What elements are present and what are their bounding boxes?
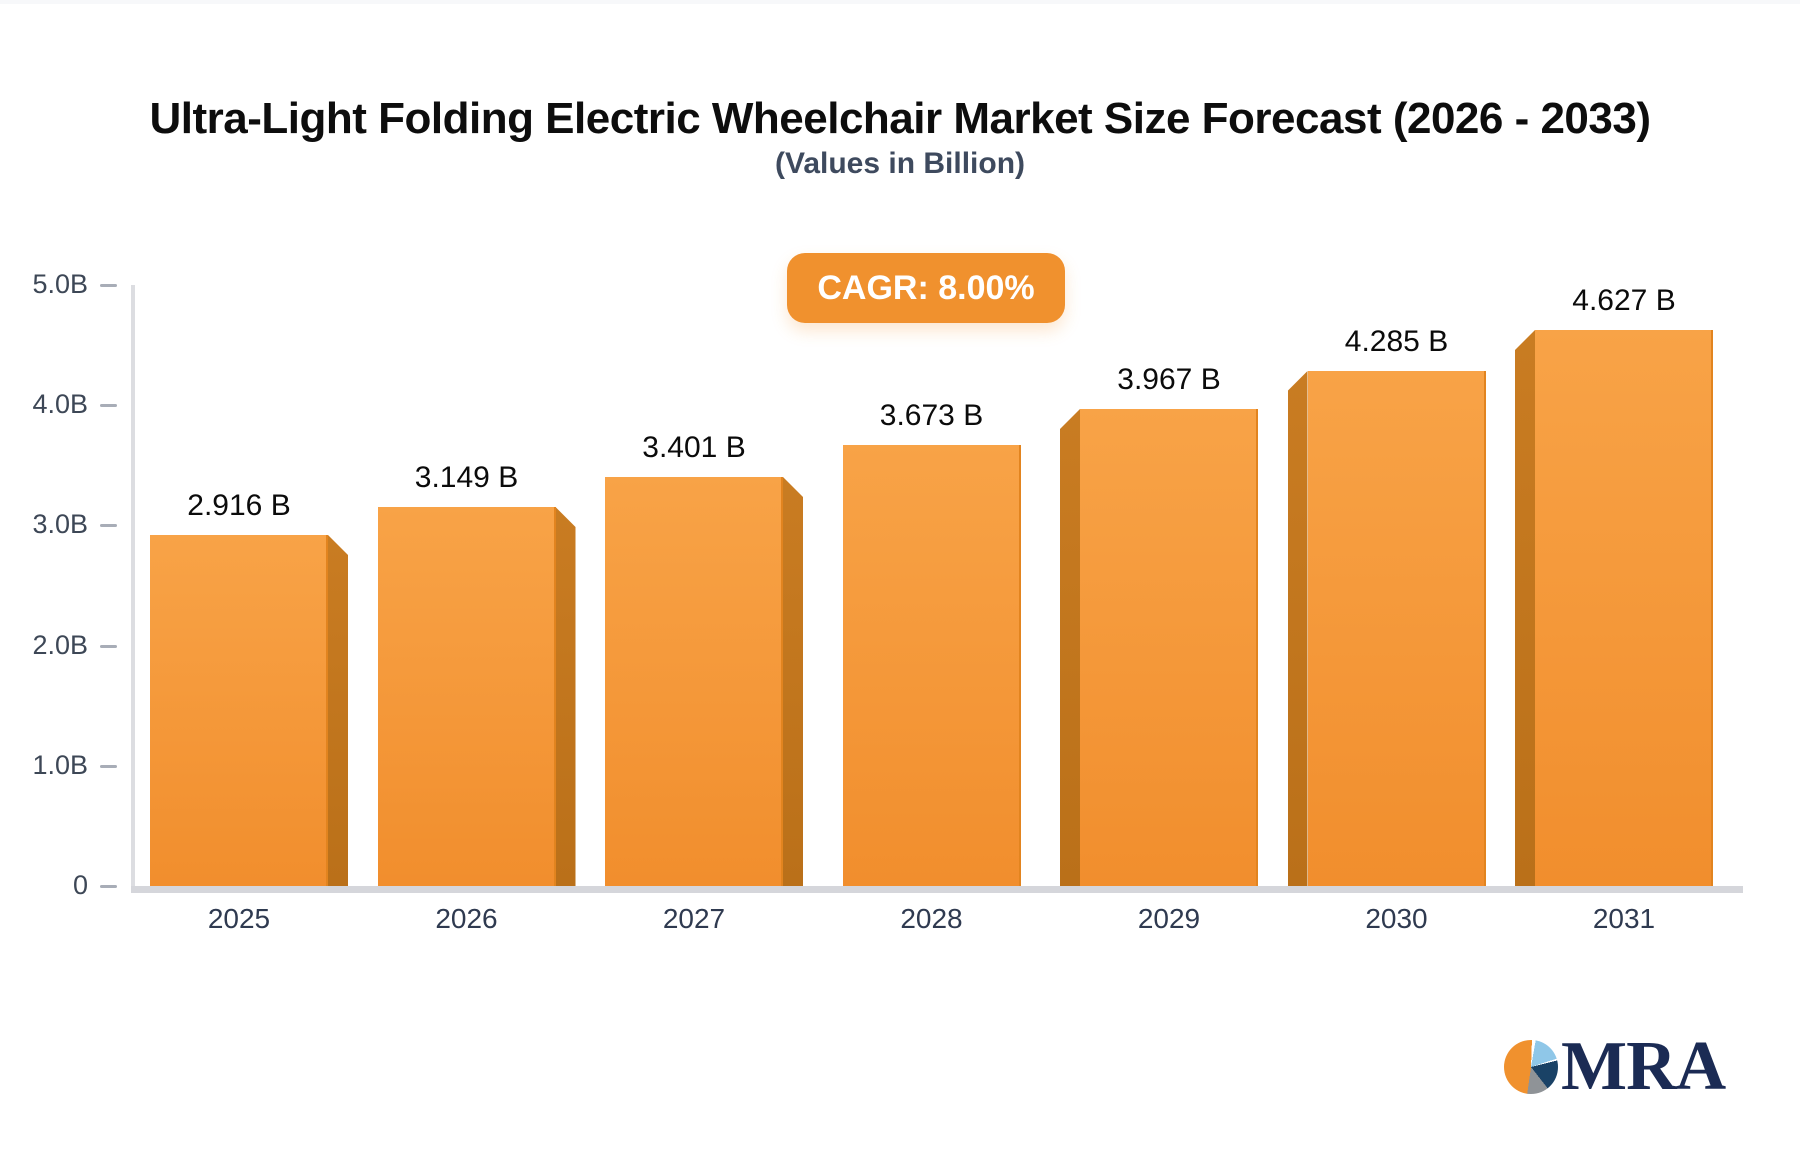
logo-text: MRA (1561, 1028, 1726, 1105)
y-axis-tick-label: 2.0B (32, 629, 88, 660)
y-axis-tick-label: 3.0B (32, 509, 88, 540)
x-axis-label: 2031 (1592, 903, 1656, 934)
bar-value-label: 3.149 B (414, 461, 519, 494)
bar-2031 (1535, 330, 1713, 886)
top-edge-strip (0, 0, 1800, 4)
bar-2025 (150, 535, 328, 886)
y-axis-tick (100, 404, 117, 408)
chart-title: Ultra-Light Folding Electric Wheelchair … (149, 94, 1651, 143)
bar-value-label: 3.967 B (1117, 363, 1221, 396)
x-axis-label: 2027 (662, 903, 726, 934)
y-axis-tick (100, 764, 117, 768)
mra-logo: MRA (1504, 1028, 1726, 1105)
chart-subtitle: (Values in Billion) (774, 147, 1026, 180)
bar-value-label: 4.285 B (1344, 325, 1449, 358)
bar-value-label: 4.627 B (1572, 284, 1676, 317)
bar-value-label: 3.673 B (879, 399, 984, 432)
x-axis-label: 2026 (435, 903, 498, 934)
bar-side-face (783, 477, 803, 886)
bar-side-face (1287, 371, 1308, 886)
bar-2029 (1080, 409, 1258, 886)
x-axis-label: 2030 (1365, 903, 1428, 934)
y-axis-tick (100, 284, 117, 287)
cagr-badge: CAGR: 8.00% (787, 253, 1065, 323)
bar-2028 (842, 445, 1021, 886)
bar-value-label: 2.916 B (187, 489, 291, 522)
bar-side-face (1060, 409, 1080, 886)
x-axis-label: 2029 (1137, 903, 1201, 934)
bar-2030 (1307, 371, 1486, 886)
x-axis-label: 2028 (900, 903, 963, 934)
y-axis-line (131, 285, 135, 886)
x-axis-label: 2025 (207, 903, 271, 934)
bar-side-face (328, 535, 348, 886)
y-axis-tick-label: 0 (72, 870, 88, 900)
y-axis-tick (100, 644, 117, 648)
bar-value-label: 3.401 B (642, 431, 746, 464)
y-axis-tick (100, 885, 117, 888)
y-axis-tick (100, 524, 117, 528)
y-axis-tick-label: 5.0B (32, 269, 88, 299)
y-axis-tick-label: 1.0B (32, 749, 88, 780)
bar-2027 (605, 477, 783, 886)
bar-side-face (555, 507, 576, 886)
y-axis-tick-label: 4.0B (32, 389, 88, 420)
cagr-badge-label: CAGR: 8.00% (817, 268, 1035, 307)
bar-side-face (1515, 330, 1535, 886)
pie-chart-logo-icon (1504, 1040, 1558, 1094)
x-axis-line (131, 886, 1743, 893)
bar-2026 (377, 507, 556, 886)
